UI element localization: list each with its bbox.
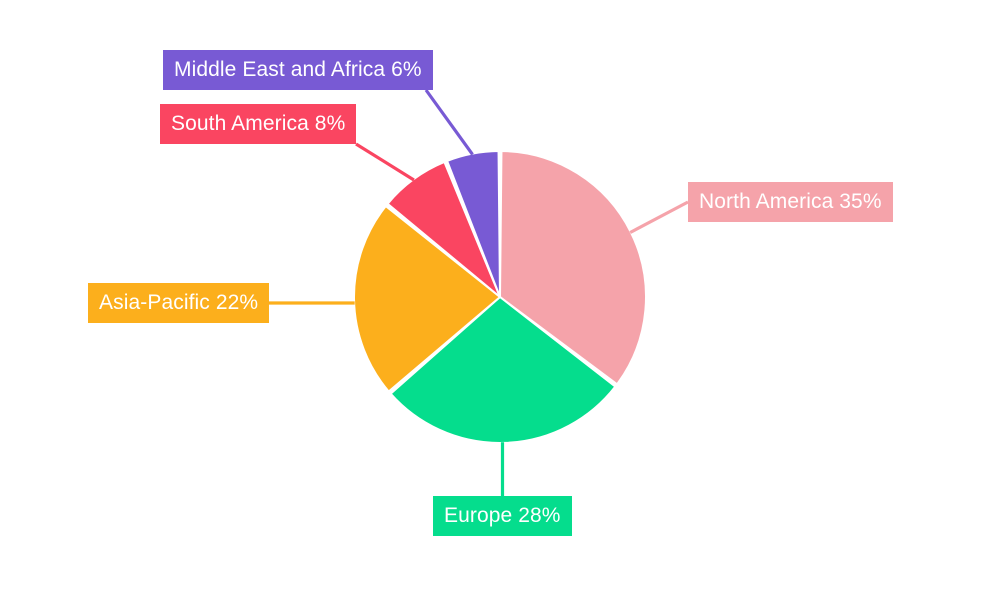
pie-wedge-europe[interactable] [389,296,617,444]
pie-label-middle-east-and-africa[interactable]: Middle East and Africa 6% [163,50,433,90]
leader-line-middle-east-and-africa [424,89,474,156]
pie-label-south-america[interactable]: South America 8% [160,104,357,144]
pie-label-europe[interactable]: Europe 28% [433,496,572,536]
pie-label-text-middle-east-and-africa: Middle East and Africa 6% [174,58,422,81]
leader-line-north-america [629,200,689,234]
pie-wedges [353,150,647,444]
pie-wedge-asia-pacific[interactable] [353,205,501,393]
pie-label-asia-pacific[interactable]: Asia-Pacific 22% [88,283,270,323]
pie-leader-lines [269,89,689,496]
pie-label-north-america[interactable]: North America 35% [688,182,893,222]
pie-label-text-europe: Europe 28% [444,504,561,527]
pie-label-text-south-america: South America 8% [171,112,346,135]
pie-label-text-asia-pacific: Asia-Pacific 22% [99,291,259,314]
pie-label-text-north-america: North America 35% [699,190,882,213]
leader-line-south-america [355,142,415,182]
